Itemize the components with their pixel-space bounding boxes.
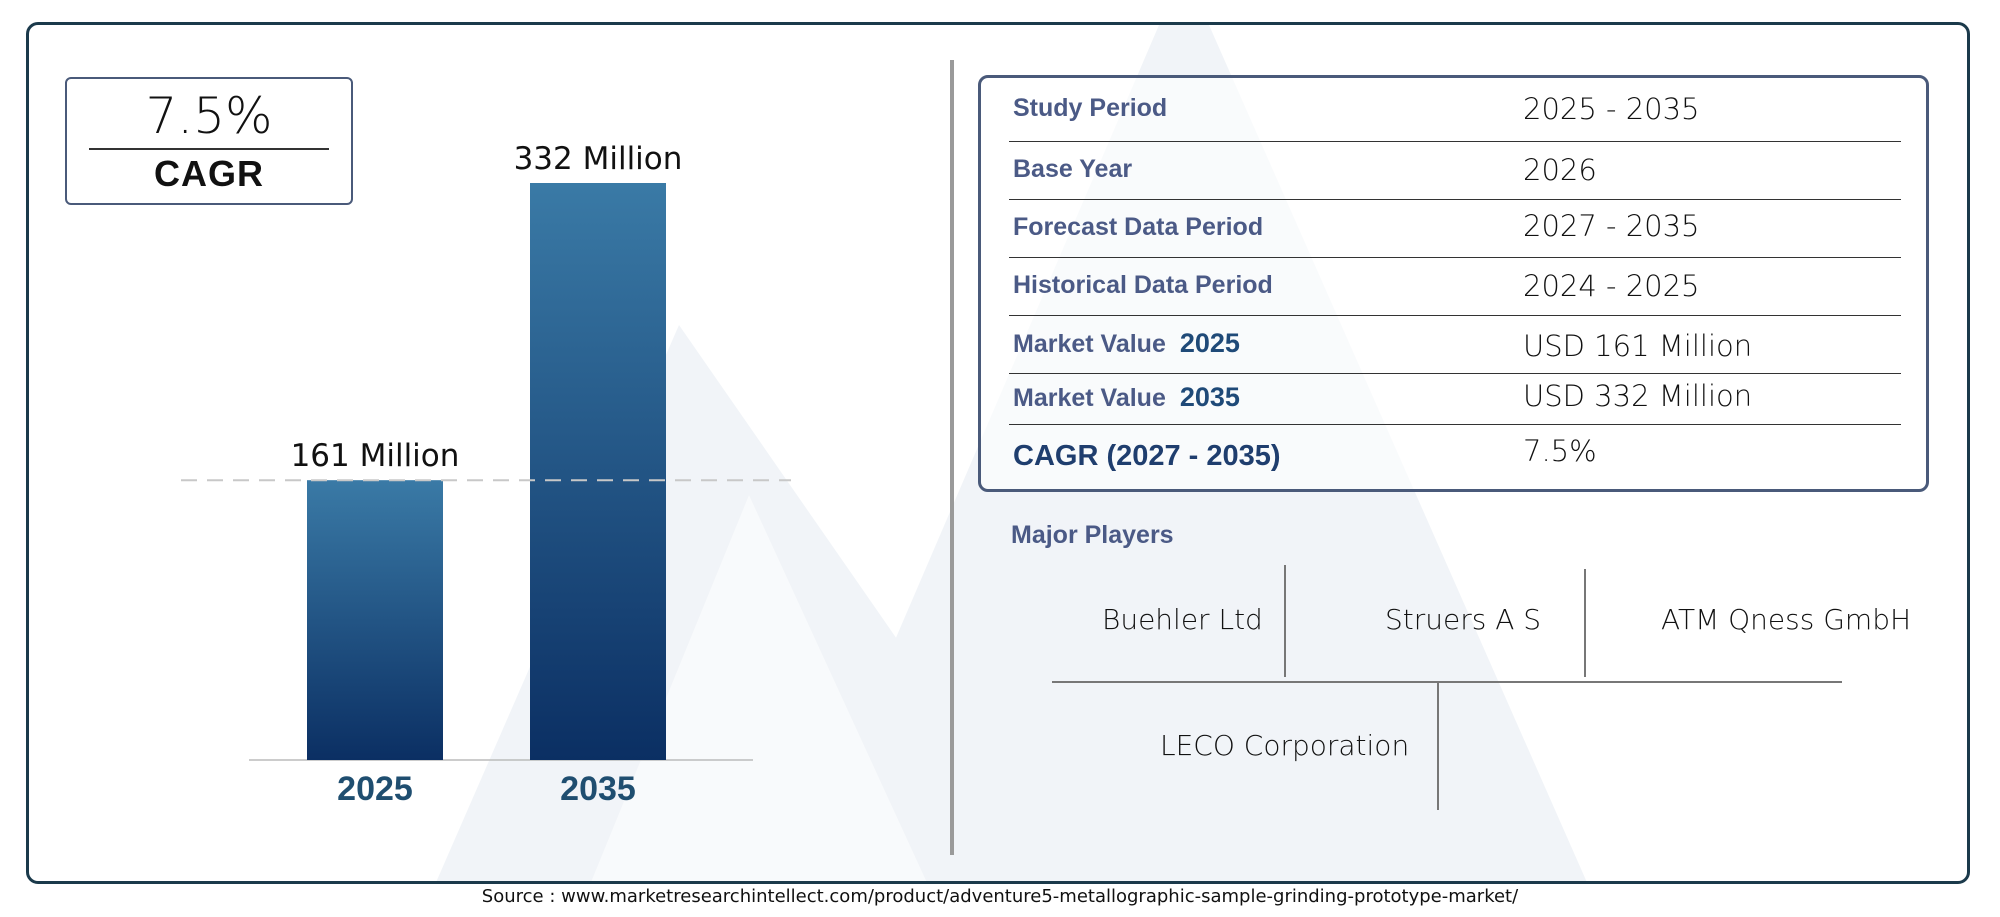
- row-label: Market Value 2035: [1013, 382, 1240, 413]
- player-divider: [1437, 683, 1439, 810]
- table-row-base-year: Base Year 2026: [1009, 141, 1901, 200]
- player-divider: [1584, 569, 1586, 677]
- row-label: Base Year: [1013, 155, 1133, 183]
- row-value: 2026: [1523, 153, 1597, 187]
- row-label-year: 2025: [1179, 328, 1240, 358]
- player-divider: [1284, 565, 1286, 677]
- row-value: USD 161 Million: [1523, 329, 1753, 363]
- player-row-divider: [1052, 681, 1842, 683]
- market-info-table: Study Period 2025 - 2035 Base Year 2026 …: [978, 75, 1929, 492]
- table-row-market-value-2025: Market Value 2025 USD 161 Million: [1009, 315, 1901, 374]
- row-label: Study Period: [1013, 94, 1168, 122]
- player-name: ATM Qness GmbH: [1661, 603, 1912, 636]
- bar-2025: [307, 480, 443, 760]
- table-row-historical-period: Historical Data Period 2024 - 2025: [1009, 257, 1901, 316]
- x-tick-label: 2025: [337, 770, 413, 808]
- row-value: 2024 - 2025: [1523, 269, 1700, 303]
- section-divider: [950, 60, 954, 855]
- market-bar-chart: 161 Million 2025 332 Million 2035: [181, 141, 791, 808]
- table-row-study-period: Study Period 2025 - 2035: [1009, 78, 1901, 142]
- table-row-market-value-2035: Market Value 2035 USD 332 Million: [1009, 373, 1901, 425]
- row-value: 7.5%: [1523, 434, 1597, 468]
- row-label: Historical Data Period: [1013, 271, 1273, 299]
- row-label-year: 2035: [1179, 382, 1240, 412]
- cagr-summary-box: 7.5% CAGR: [65, 77, 353, 205]
- bar-data-label: 161 Million: [291, 438, 460, 474]
- row-value: 2025 - 2035: [1523, 92, 1700, 126]
- x-tick-label: 2035: [560, 770, 636, 808]
- player-name: LECO Corporation: [1160, 729, 1410, 762]
- cagr-divider: [89, 148, 329, 150]
- row-label: Market Value 2025: [1013, 328, 1240, 359]
- row-label: CAGR (2027 - 2035): [1013, 440, 1281, 472]
- table-row-forecast-period: Forecast Data Period 2027 - 2035: [1009, 199, 1901, 258]
- major-players-title: Major Players: [1011, 521, 1174, 549]
- bar-2035: [530, 183, 666, 760]
- player-name: Struers A S: [1385, 603, 1542, 636]
- row-label-text: Market Value: [1013, 330, 1166, 358]
- cagr-label: CAGR: [154, 153, 264, 194]
- bar-data-label: 332 Million: [514, 141, 683, 177]
- cagr-value: 7.5%: [145, 87, 273, 145]
- row-label-text: Market Value: [1013, 384, 1166, 412]
- infographic-frame: 7.5% CAGR 161 Million 2025 332 Million 2035…: [26, 22, 1970, 884]
- table-row-cagr: CAGR (2027 - 2035) 7.5%: [1009, 424, 1901, 484]
- source-citation: Source : www.marketresearchintellect.com…: [481, 886, 1519, 907]
- row-value: 2027 - 2035: [1523, 209, 1700, 243]
- row-label: Forecast Data Period: [1013, 213, 1264, 241]
- row-value: USD 332 Million: [1523, 379, 1753, 413]
- player-name: Buehler Ltd: [1102, 603, 1263, 636]
